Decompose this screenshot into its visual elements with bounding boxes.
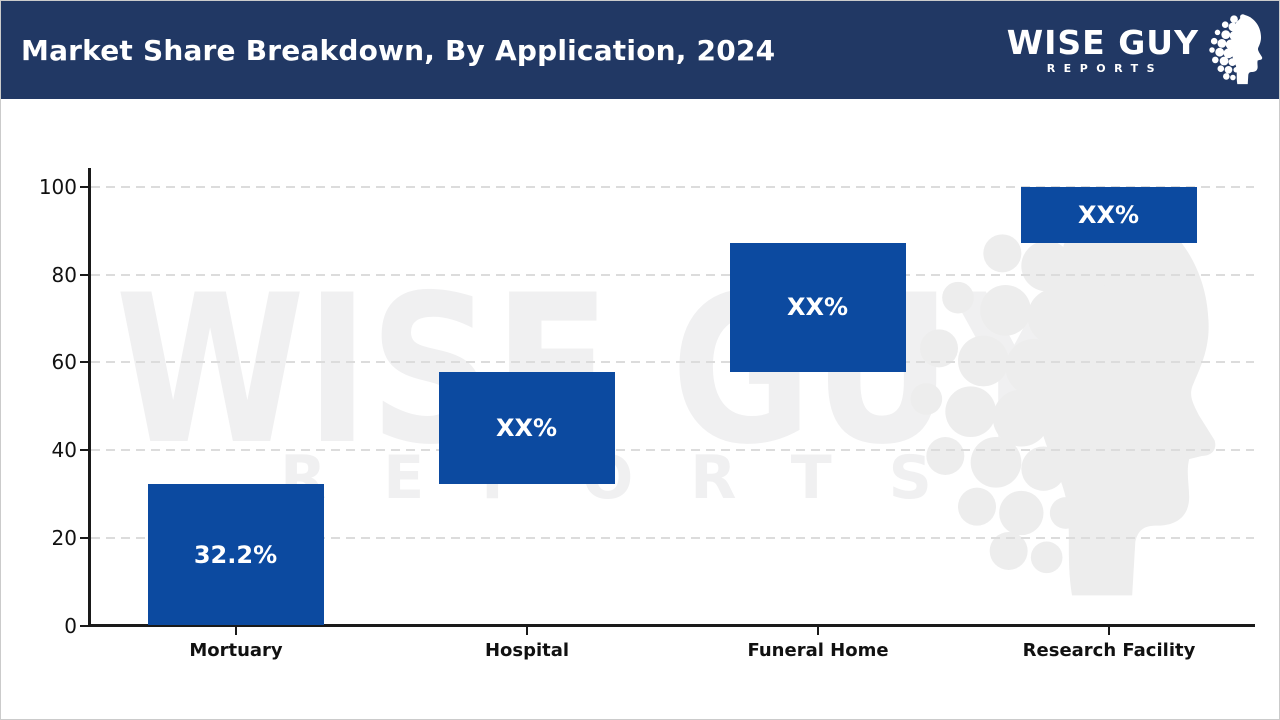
category-label-3: Funeral Home (747, 640, 889, 661)
bar-hospital: XX% (438, 372, 615, 485)
y-tick-label: 100 (38, 175, 77, 199)
x-tick-mark (234, 627, 237, 635)
y-tick-label: 0 (64, 613, 77, 638)
gridline-y60 (91, 361, 1254, 364)
y-tick-label: 40 (51, 438, 77, 463)
y-tick-label: 80 (51, 262, 77, 287)
x-tick-mark (816, 627, 819, 635)
bar-value-label: XX% (1077, 200, 1140, 229)
logo-text-wiseguy: WISE GUY (1006, 22, 1199, 62)
logo-text-reports: REPORTS (1046, 61, 1164, 75)
y-tick-mark (80, 361, 88, 364)
y-tick-mark (80, 536, 88, 539)
y-tick-mark (80, 186, 88, 188)
x-tick-mark (1107, 627, 1110, 635)
bar-value-label: XX% (786, 293, 849, 322)
category-label-2: Hospital (484, 640, 570, 661)
gridline-y40 (91, 449, 1254, 452)
bar-mortuary: 32.2% (147, 484, 324, 626)
y-axis-line (88, 168, 91, 627)
bar-research-facility: XX% (1020, 187, 1197, 243)
gridline-y80 (91, 273, 1254, 276)
page-title: Market Share Breakdown, By Application, … (21, 33, 776, 67)
gridline-y20 (91, 536, 1254, 539)
header-banner: Market Share Breakdown, By Application, … (1, 1, 1279, 99)
category-label-1: Mortuary (189, 640, 283, 661)
x-tick-mark (525, 627, 528, 635)
x-axis-line (88, 624, 1255, 627)
bar-value-label: 32.2% (193, 540, 278, 569)
y-tick-mark (80, 624, 88, 627)
y-tick-label: 60 (51, 350, 77, 375)
y-tick-mark (80, 273, 88, 276)
wiseguy-reports-logo: WISE GUY REPORTS (1007, 1, 1267, 99)
gridline-y100 (91, 186, 1254, 188)
wiseguy-head-logo-icon (1201, 11, 1267, 89)
bar-funeral-home: XX% (729, 242, 906, 373)
bar-value-label: XX% (495, 414, 558, 443)
category-label-4: Research Facility (1022, 640, 1196, 661)
y-tick-mark (80, 449, 88, 452)
y-tick-label: 20 (51, 525, 77, 550)
